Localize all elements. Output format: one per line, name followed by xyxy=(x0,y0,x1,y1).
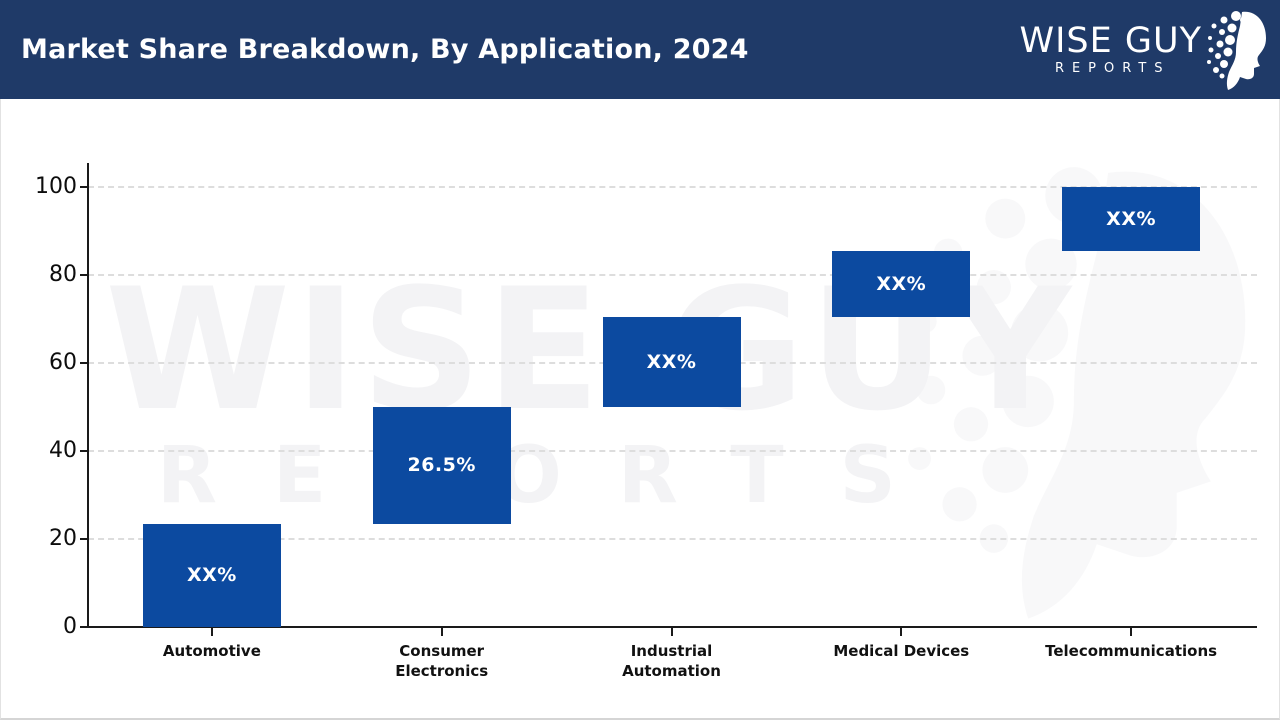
x-axis-tick xyxy=(210,628,213,636)
logo-wordmark-line2: REPORTS xyxy=(1054,61,1171,76)
y-axis-tick xyxy=(80,274,88,276)
bar-value-label: XX% xyxy=(186,564,237,587)
category-label-line: Electronics xyxy=(395,662,489,680)
category-label-line: Consumer xyxy=(399,642,485,660)
x-axis-line xyxy=(87,626,1257,628)
category-label: Medical Devices xyxy=(786,641,1016,661)
category-label-line: Automation xyxy=(622,662,721,680)
x-axis-tick xyxy=(900,628,903,636)
category-label-line: Medical Devices xyxy=(833,642,970,660)
bar-telecommunications: XX% xyxy=(1062,187,1201,251)
y-axis-tick xyxy=(80,450,88,452)
gridline-y100 xyxy=(88,186,1257,188)
gridline-y20 xyxy=(88,538,1257,540)
bar-value-label: XX% xyxy=(646,350,697,373)
y-axis-tick-label: 0 xyxy=(63,614,77,639)
bar-value-label: XX% xyxy=(876,272,927,295)
category-label: Telecommunications xyxy=(1016,641,1246,661)
x-axis-tick xyxy=(670,628,673,636)
bar-industrial-automation: XX% xyxy=(602,316,741,407)
bar-automotive: XX% xyxy=(142,523,281,627)
wiseguy-logo: WISE GUY REPORTS xyxy=(1019,8,1280,92)
x-axis-tick xyxy=(440,628,443,636)
category-label: Automotive xyxy=(97,641,327,661)
logo-face-icon xyxy=(1207,10,1266,90)
y-axis-tick-label: 20 xyxy=(49,526,77,551)
gridline-y40 xyxy=(88,450,1257,452)
gridline-y80 xyxy=(88,274,1257,276)
category-label-line: Automotive xyxy=(162,642,261,660)
header-bar: Market Share Breakdown, By Application, … xyxy=(0,0,1280,99)
category-label-line: Industrial xyxy=(630,642,713,660)
category-label: Consumer Electronics xyxy=(327,641,557,681)
chart-plot-area: 0 20 40 60 80 100 XX% Automotive 26.5% Consumer El… xyxy=(1,99,1280,720)
bar-consumer-electronics: 26.5% xyxy=(372,407,511,524)
logo-wordmark-line1: WISE GUY xyxy=(1019,21,1202,61)
y-axis-line xyxy=(87,163,89,628)
y-axis-tick-label: 80 xyxy=(49,262,77,287)
y-axis-tick-label: 40 xyxy=(49,438,77,463)
bar-value-label: 26.5% xyxy=(407,454,476,477)
category-label-line: Telecommunications xyxy=(1045,642,1218,660)
category-label: Industrial Automation xyxy=(557,641,787,681)
y-axis-tick xyxy=(80,186,88,188)
y-axis-tick xyxy=(80,626,88,628)
y-axis-tick-label: 60 xyxy=(49,350,77,375)
y-axis-tick-label: 100 xyxy=(35,174,77,199)
logo-wordmark: WISE GUY REPORTS xyxy=(1019,23,1202,76)
bar-value-label: XX% xyxy=(1106,207,1157,230)
y-axis-tick xyxy=(80,538,88,540)
page-title: Market Share Breakdown, By Application, … xyxy=(21,34,749,65)
y-axis-tick xyxy=(80,362,88,364)
bar-medical-devices: XX% xyxy=(832,250,971,317)
x-axis-tick xyxy=(1130,628,1133,636)
